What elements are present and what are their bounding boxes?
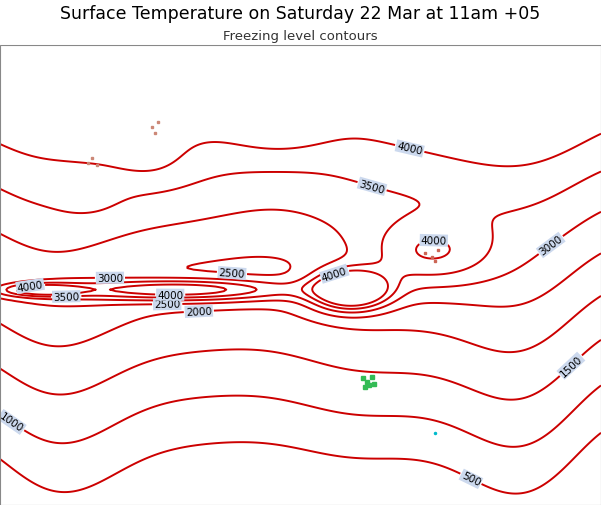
Text: 3500: 3500 <box>358 179 386 195</box>
Text: Surface Temperature on Saturday 22 Mar at 11am +05: Surface Temperature on Saturday 22 Mar a… <box>60 5 541 23</box>
Text: 2000: 2000 <box>186 306 212 317</box>
Text: 4000: 4000 <box>157 290 183 300</box>
Text: 4000: 4000 <box>16 279 44 293</box>
Text: 1000: 1000 <box>0 411 25 434</box>
Text: 4000: 4000 <box>396 141 424 157</box>
Text: 4000: 4000 <box>421 235 447 246</box>
Text: 3500: 3500 <box>53 291 79 302</box>
Text: 4000: 4000 <box>320 266 349 283</box>
Text: 3000: 3000 <box>537 234 564 258</box>
Text: 3000: 3000 <box>97 273 123 283</box>
Text: Freezing level contours: Freezing level contours <box>223 30 378 43</box>
Text: 2500: 2500 <box>219 268 245 279</box>
Text: 500: 500 <box>460 470 482 488</box>
Text: 1500: 1500 <box>558 354 584 379</box>
Text: 2500: 2500 <box>154 299 180 310</box>
